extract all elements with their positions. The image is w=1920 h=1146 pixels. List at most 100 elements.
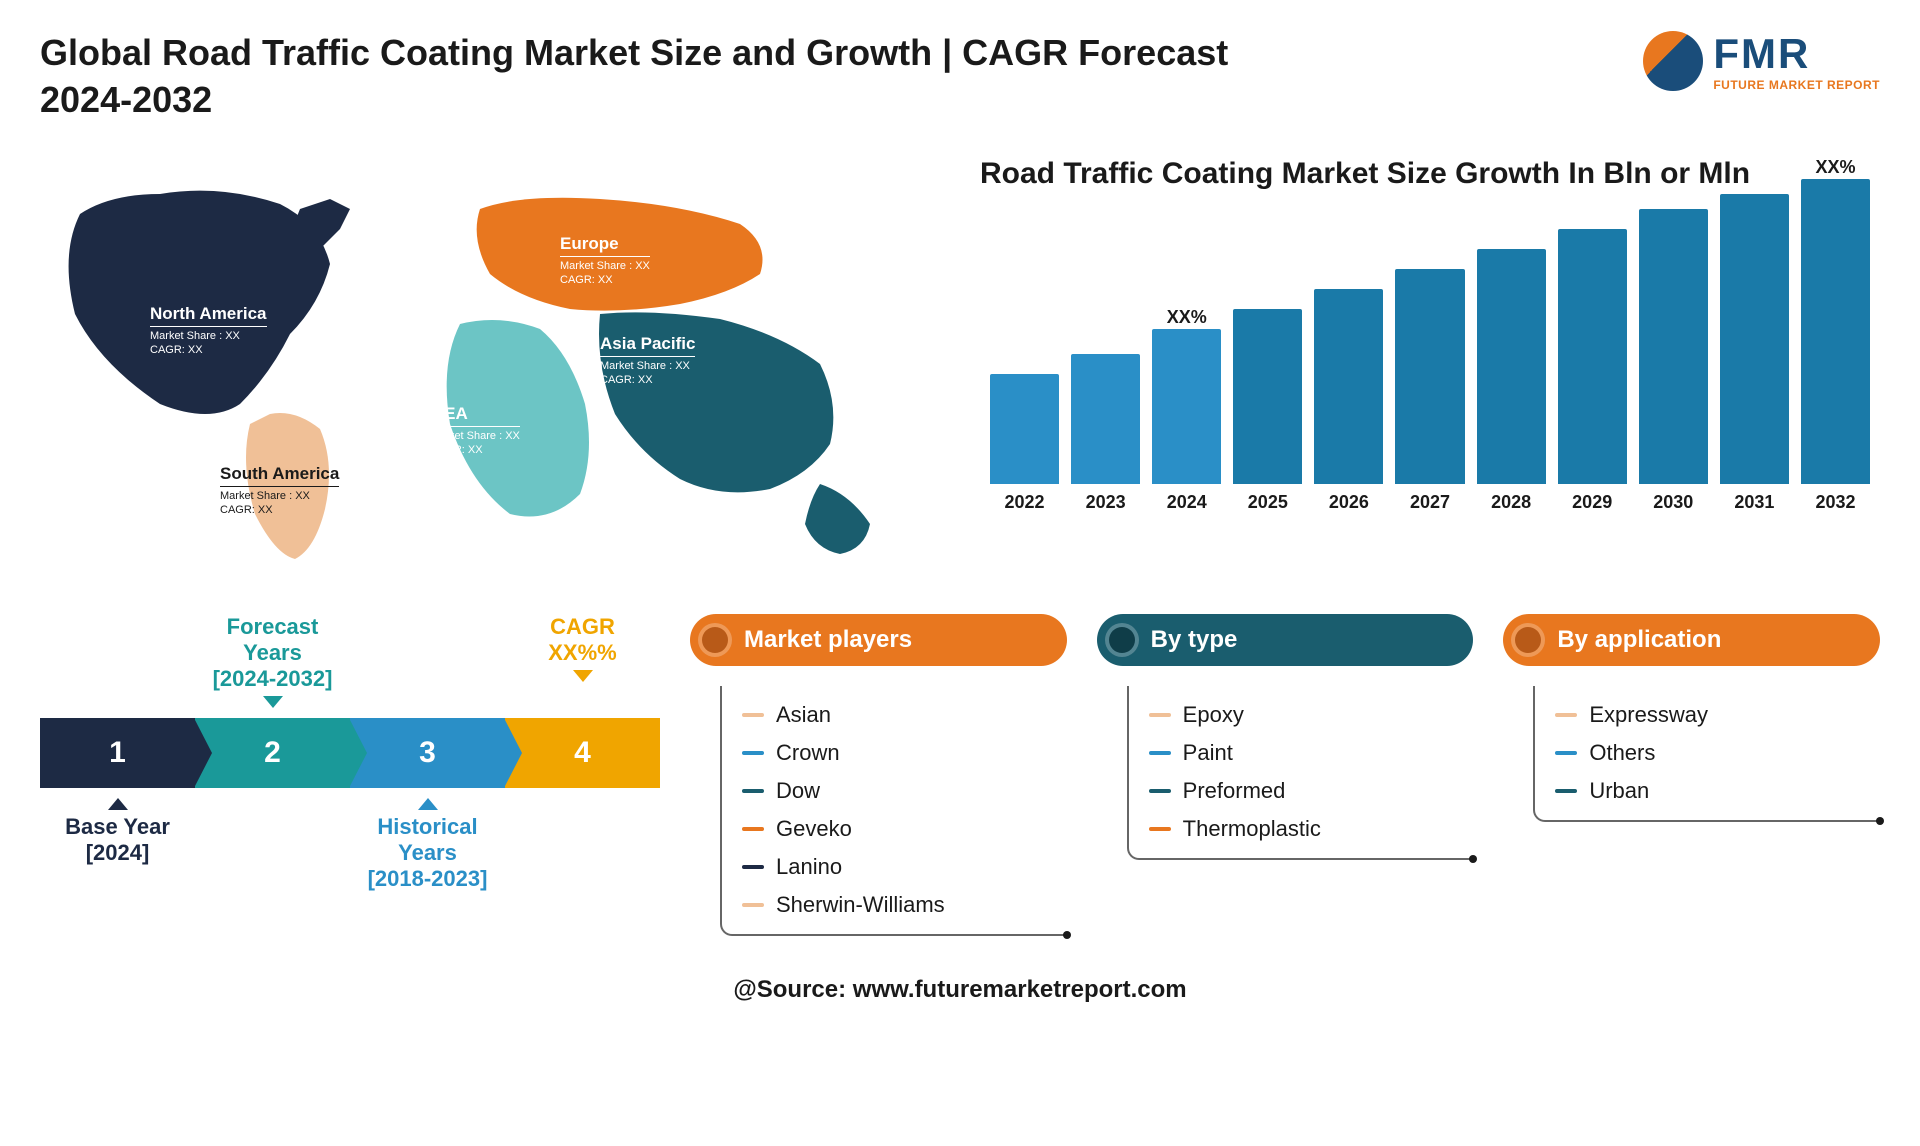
tick-icon <box>1149 827 1171 831</box>
region-share: Market Share : XX <box>600 359 695 373</box>
timeline-segment-number: 1 <box>109 736 126 770</box>
bar-year-label: 2029 <box>1572 492 1612 513</box>
region-share: Market Share : XX <box>220 489 339 503</box>
bar-annotation: XX% <box>1815 157 1855 178</box>
timeline-segment-number: 2 <box>264 736 281 770</box>
timeline-segment: 4 <box>505 718 660 788</box>
category-title: Market players <box>744 626 912 654</box>
source-attribution: @Source: www.futuremarketreport.com <box>40 976 1880 1004</box>
item-label: Thermoplastic <box>1183 816 1321 842</box>
bar-chart-section: Road Traffic Coating Market Size Growth … <box>980 154 1880 574</box>
list-item: Crown <box>742 734 1067 772</box>
bar-year-label: 2028 <box>1491 492 1531 513</box>
item-label: Others <box>1589 740 1655 766</box>
item-label: Dow <box>776 778 820 804</box>
logo: FMR FUTURE MARKET REPORT <box>1643 30 1880 92</box>
category-items: Expressway Others Urban <box>1533 686 1880 822</box>
logo-text: FMR FUTURE MARKET REPORT <box>1713 30 1880 92</box>
logo-icon <box>1643 31 1703 91</box>
bar-year-label: 2022 <box>1005 492 1045 513</box>
bar-wrap: 2028 <box>1477 249 1546 513</box>
bar-year-label: 2026 <box>1329 492 1369 513</box>
region-cagr: CAGR: XX <box>560 273 650 287</box>
region-cagr: CAGR: XX <box>430 443 520 457</box>
list-item: Expressway <box>1555 696 1880 734</box>
list-item: Thermoplastic <box>1149 810 1474 848</box>
region-cagr: CAGR: XX <box>150 343 267 357</box>
timeline-bottom-label: Base Year[2024] <box>40 814 195 866</box>
region-label: South America Market Share : XXCAGR: XX <box>220 464 339 518</box>
item-label: Expressway <box>1589 702 1708 728</box>
category-title: By application <box>1557 626 1721 654</box>
bar <box>1801 179 1870 484</box>
region-cagr: CAGR: XX <box>600 373 695 387</box>
bar <box>1395 269 1464 484</box>
region-name: South America <box>220 464 339 487</box>
tick-icon <box>1149 751 1171 755</box>
header: Global Road Traffic Coating Market Size … <box>40 30 1880 124</box>
list-item: Dow <box>742 772 1067 810</box>
logo-main: FMR <box>1713 30 1880 78</box>
list-item: Asian <box>742 696 1067 734</box>
region-label: EuropeMarket Share : XXCAGR: XX <box>560 234 650 288</box>
category-title: By type <box>1151 626 1238 654</box>
item-label: Crown <box>776 740 840 766</box>
bar <box>1720 194 1789 484</box>
item-label: Epoxy <box>1183 702 1244 728</box>
list-item: Geveko <box>742 810 1067 848</box>
bar <box>990 374 1059 484</box>
arrow-down-icon <box>263 696 283 708</box>
item-label: Asian <box>776 702 831 728</box>
timeline: Forecast Years[2024-2032]CAGRXX%% 1234 B… <box>40 614 660 892</box>
lower-row: Forecast Years[2024-2032]CAGRXX%% 1234 B… <box>40 614 1880 936</box>
region-label: MEAMarket Share : XXCAGR: XX <box>430 404 520 458</box>
list-item: Paint <box>1149 734 1474 772</box>
region-name: MEA <box>430 404 520 427</box>
chart-title: Road Traffic Coating Market Size Growth … <box>980 154 1880 193</box>
item-label: Geveko <box>776 816 852 842</box>
tick-icon <box>742 827 764 831</box>
region-share: Market Share : XX <box>150 329 267 343</box>
bar <box>1152 329 1221 484</box>
tick-icon <box>742 789 764 793</box>
bar-wrap: 2022 <box>990 374 1059 513</box>
timeline-top-label: Forecast Years[2024-2032] <box>195 614 350 692</box>
bar <box>1477 249 1546 484</box>
region-cagr: CAGR: XX <box>220 503 339 517</box>
upper-row: North AmericaMarket Share : XXCAGR: XXSo… <box>40 154 1880 574</box>
bar-wrap: XX%2024 <box>1152 329 1221 513</box>
tick-icon <box>742 903 764 907</box>
item-label: Lanino <box>776 854 842 880</box>
bar <box>1233 309 1302 484</box>
list-item: Urban <box>1555 772 1880 810</box>
dot-icon <box>1109 627 1135 653</box>
region-name: Asia Pacific <box>600 334 695 357</box>
bar-year-label: 2031 <box>1734 492 1774 513</box>
bar-year-label: 2032 <box>1815 492 1855 513</box>
tick-icon <box>1149 789 1171 793</box>
list-item: Others <box>1555 734 1880 772</box>
bar <box>1558 229 1627 484</box>
bar-wrap: XX%2032 <box>1801 179 1870 513</box>
item-label: Sherwin-Williams <box>776 892 945 918</box>
timeline-bar: 1234 <box>40 718 660 788</box>
category-header: By type <box>1097 614 1474 666</box>
bar-wrap: 2026 <box>1314 289 1383 513</box>
timeline-top-label: CAGRXX%% <box>505 614 660 666</box>
category-column: By type Epoxy Paint Preformed Thermoplastic <box>1097 614 1474 936</box>
bar <box>1314 289 1383 484</box>
timeline-bottom-label: Historical Years[2018-2023] <box>350 814 505 892</box>
region-name: Europe <box>560 234 650 257</box>
tick-icon <box>1555 751 1577 755</box>
category-column: By application Expressway Others Urban <box>1503 614 1880 936</box>
bar-wrap: 2023 <box>1071 354 1140 513</box>
world-map: North AmericaMarket Share : XXCAGR: XXSo… <box>40 154 940 574</box>
timeline-segment: 2 <box>195 718 350 788</box>
tick-icon <box>1149 713 1171 717</box>
categories: Market players Asian Crown Dow Geveko Lanino S… <box>690 614 1880 936</box>
item-label: Preformed <box>1183 778 1286 804</box>
bar-year-label: 2027 <box>1410 492 1450 513</box>
category-items: Epoxy Paint Preformed Thermoplastic <box>1127 686 1474 860</box>
bar-year-label: 2030 <box>1653 492 1693 513</box>
list-item: Sherwin-Williams <box>742 886 1067 924</box>
